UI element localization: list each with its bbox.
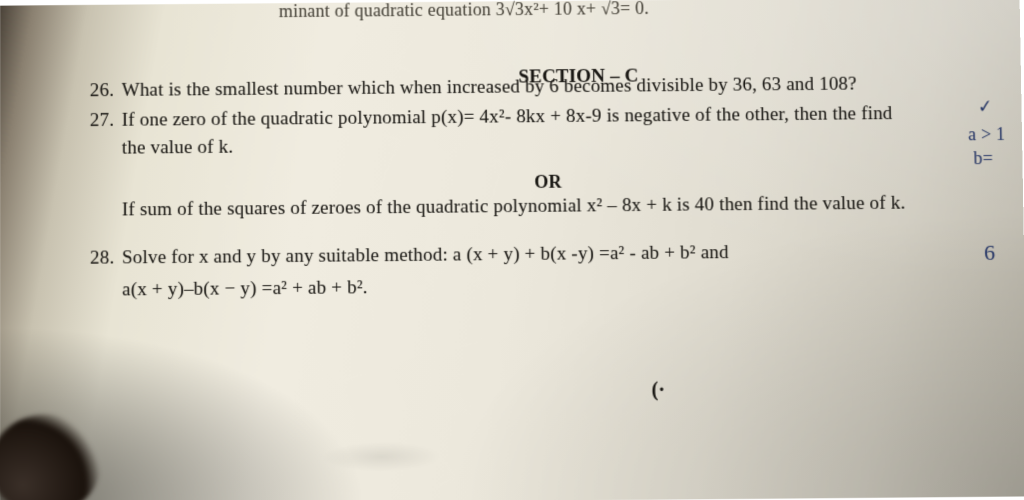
smudge <box>321 441 442 472</box>
margin-note-a: a > 1 <box>968 124 1005 145</box>
top-or: OR <box>607 0 635 3</box>
q28-number: 28. <box>90 247 114 269</box>
margin-note-b: b= <box>973 148 993 169</box>
exam-paper-page: minant of quadratic equation 3√3x²+ 10 x… <box>0 0 1024 500</box>
q27-alt-text: If sum of the squares of zeroes of the q… <box>122 193 906 222</box>
q26-text: What is the smallest number which when i… <box>122 74 857 102</box>
page-content: minant of quadratic equation 3√3x²+ 10 x… <box>90 0 980 5</box>
q27-or: OR <box>534 172 562 193</box>
top-fragment: minant of quadratic equation 3√3x²+ 10 x… <box>279 0 649 22</box>
q28-text-line1: Solve for x and y by any suitable method… <box>122 242 729 269</box>
q27-text-line1: If one zero of the quadratic polynomial … <box>122 103 893 132</box>
stray-mark: (· <box>651 379 665 402</box>
q27-number: 27. <box>90 110 114 132</box>
q26-number: 26. <box>90 80 114 102</box>
margin-tick: ✓ <box>977 96 994 118</box>
q27-text-line2: the value of k. <box>122 137 234 160</box>
q28-text-line2: a(x + y)–b(x − y) =a² + ab + b². <box>122 277 368 301</box>
finger-shadow <box>0 414 100 500</box>
margin-note-six: 6 <box>984 240 996 266</box>
